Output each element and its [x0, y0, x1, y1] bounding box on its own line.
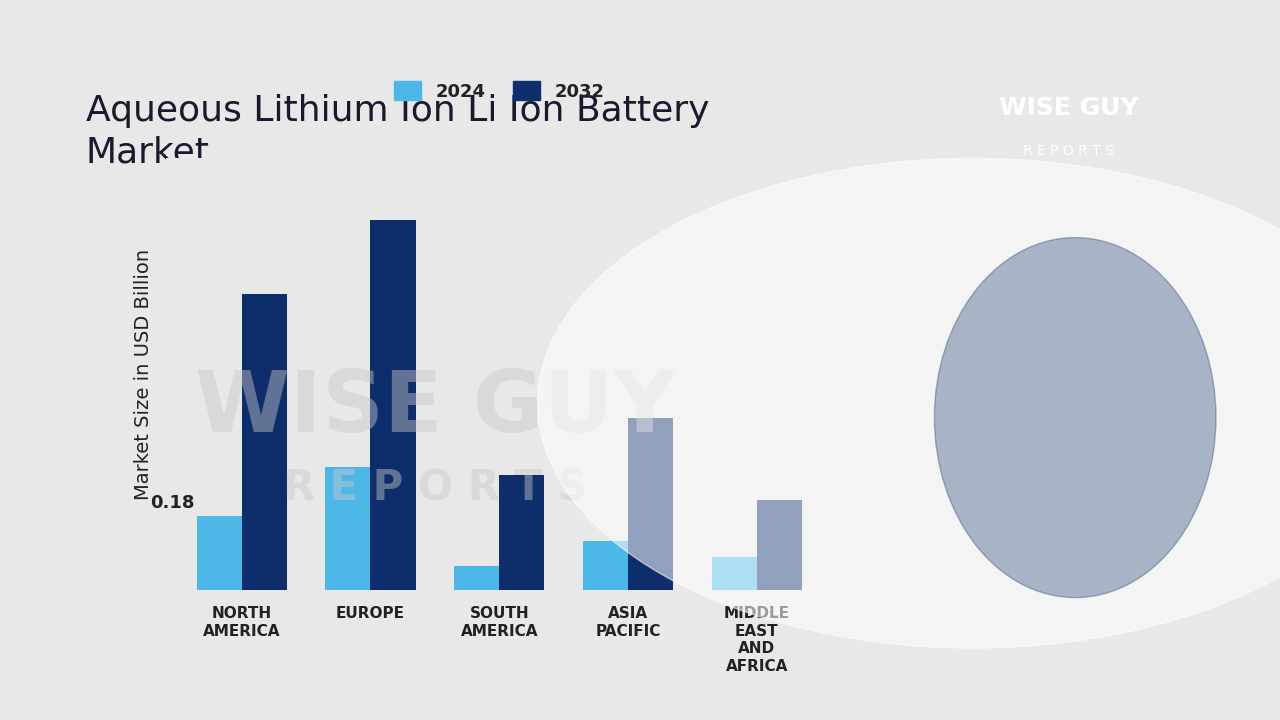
Legend: 2024, 2032: 2024, 2032 [385, 73, 613, 109]
Text: 0.18: 0.18 [150, 494, 195, 512]
Bar [756, 500, 801, 590]
Bar [499, 475, 544, 590]
Y-axis label: Market Size in USD Billion: Market Size in USD Billion [133, 249, 152, 500]
Bar [628, 418, 673, 590]
Ellipse shape [934, 238, 1216, 598]
Text: R E P O R T S: R E P O R T S [1024, 144, 1114, 158]
Text: R E P O R T S: R E P O R T S [283, 467, 588, 509]
Bar [582, 541, 628, 590]
Bar [712, 557, 756, 590]
Bar [325, 467, 370, 590]
Bar [370, 220, 416, 590]
Bar [197, 516, 242, 590]
Text: WISE GUY: WISE GUY [998, 96, 1139, 120]
Circle shape [538, 158, 1280, 648]
Bar [454, 566, 499, 590]
Text: WISE GUY: WISE GUY [195, 367, 676, 450]
Text: Aqueous Lithium Ion Li Ion Battery
Market: Aqueous Lithium Ion Li Ion Battery Marke… [86, 94, 709, 170]
Bar [242, 294, 287, 590]
